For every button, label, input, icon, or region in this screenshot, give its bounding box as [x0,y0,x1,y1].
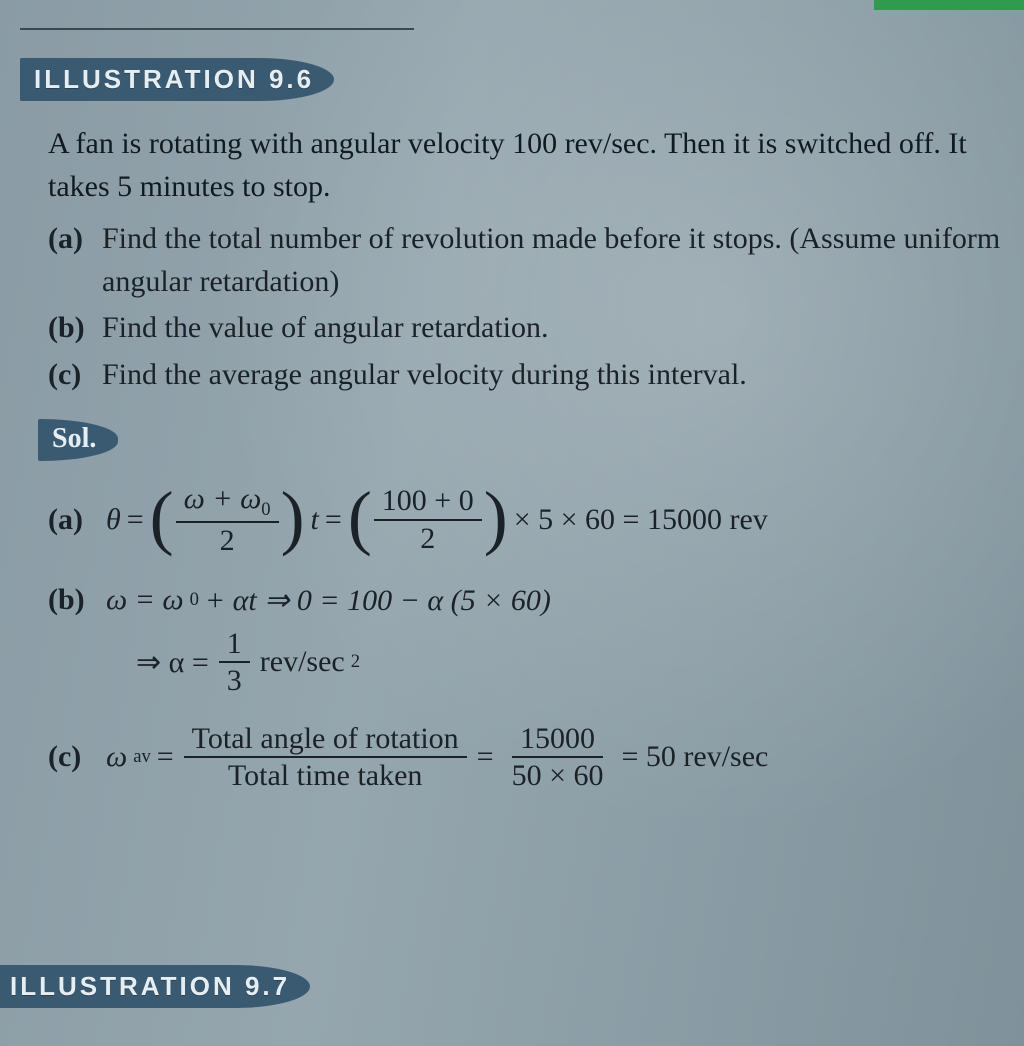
sol-b-pre: ω = ω [106,583,184,617]
sol-a-frac1-sub: 0 [261,499,270,520]
theta-symbol: θ [106,503,121,537]
sol-c-frac2-num: 15000 [512,723,603,759]
sol-a-paren2: 100 + 0 2 [348,485,508,554]
textbook-page: ILLUSTRATION 9.6 A fan is rotating with … [0,0,1024,1046]
sol-a-frac1-den: 2 [212,523,243,557]
sol-c-frac2: 15000 50 × 60 [504,723,612,792]
sol-label-b: (b) [48,583,106,617]
top-accent-bar [874,0,1024,10]
top-rule [20,28,414,30]
part-label-b: (b) [48,307,102,350]
sol-a-frac1-num: ω + ω [184,482,262,515]
sol-a-math: θ = ω + ω0 2 t = 100 + 0 2 × 5 × 60 = 15 [106,483,768,557]
sol-b-frac-num: 1 [219,628,250,664]
sol-c-frac1-num: Total angle of rotation [184,723,467,759]
problem-part-a: (a) Find the total number of revolution … [48,218,1004,303]
next-illustration: ILLUSTRATION 9.7 [0,965,310,1030]
problem-part-b: (b) Find the value of angular retardatio… [48,307,1004,350]
sol-c-eq1: = [157,740,174,774]
sol-b-math2: ⇒ α = 1 3 rev/sec 2 [136,628,360,697]
sol-b-frac: 1 3 [219,628,250,697]
sol-c-sub: av [133,746,151,768]
solution-b-line1: (b) ω = ω 0 + αt ⇒ 0 = 100 − α (5 × 60) [48,583,1004,618]
sol-b-arrow: ⇒ α = [136,645,209,680]
sol-b-sub: 0 [190,589,199,611]
solution-block: (a) θ = ω + ω0 2 t = 100 + 0 2 [48,483,1004,792]
illustration-heading: ILLUSTRATION 9.6 [20,58,334,101]
sol-a-paren1: ω + ω0 2 [150,483,305,557]
sol-c-frac1: Total angle of rotation Total time taken [184,723,467,792]
sol-b-sup: 2 [351,651,360,673]
part-text-a: Find the total number of revolution made… [102,218,1004,303]
sol-label-c: (c) [48,740,106,774]
sol-c-frac1-den: Total time taken [220,758,431,792]
sol-a-frac2-den: 2 [412,521,443,555]
solution-b-line2: ⇒ α = 1 3 rev/sec 2 [136,628,1004,697]
sol-label-a: (a) [48,503,106,537]
sol-a-frac2: 100 + 0 2 [374,485,482,554]
problem-part-c: (c) Find the average angular velocity du… [48,354,1004,397]
sol-a-t: t [311,503,319,537]
sol-a-frac2-num: 100 + 0 [374,485,482,521]
sol-b-frac-den: 3 [219,663,250,697]
problem-parts: (a) Find the total number of revolution … [48,218,1004,396]
problem-intro: A fan is rotating with angular velocity … [48,123,1000,208]
sol-b-tail: rev/sec [260,645,345,679]
solution-heading: Sol. [38,419,118,461]
part-label-a: (a) [48,218,102,303]
sol-a-tail: × 5 × 60 = 15000 rev [514,503,768,537]
sol-c-math: ωav = Total angle of rotation Total time… [106,723,768,792]
sol-c-tail: = 50 rev/sec [622,740,769,774]
sol-a-frac1: ω + ω0 2 [176,483,279,557]
sol-c-frac2-den: 50 × 60 [504,758,612,792]
part-text-c: Find the average angular velocity during… [102,354,747,397]
illustration-heading-next: ILLUSTRATION 9.7 [0,965,310,1008]
sol-b-mid: + αt ⇒ 0 = 100 − α (5 × 60) [205,583,551,618]
sol-c-omega: ω [106,740,127,774]
part-label-c: (c) [48,354,102,397]
solution-c: (c) ωav = Total angle of rotation Total … [48,723,1004,792]
solution-a: (a) θ = ω + ω0 2 t = 100 + 0 2 [48,483,1004,557]
sol-b-math1: ω = ω 0 + αt ⇒ 0 = 100 − α (5 × 60) [106,583,551,618]
part-text-b: Find the value of angular retardation. [102,307,549,350]
